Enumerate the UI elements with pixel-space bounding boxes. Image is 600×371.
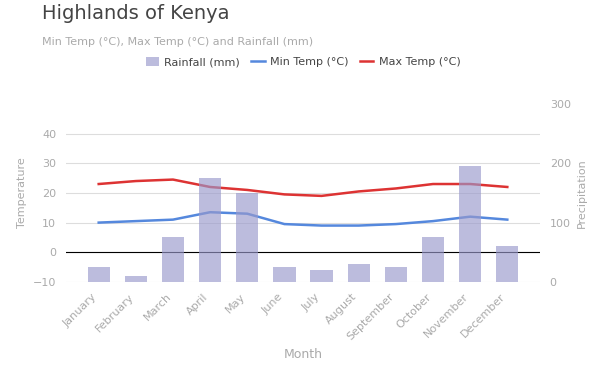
Y-axis label: Temperature: Temperature xyxy=(17,158,28,228)
Max Temp (°C) xyxy=(355,189,362,194)
Max Temp (°C) xyxy=(504,185,511,189)
Max Temp (°C) xyxy=(467,182,474,186)
Text: Highlands of Kenya: Highlands of Kenya xyxy=(42,4,229,23)
Y-axis label: Precipitation: Precipitation xyxy=(577,158,586,228)
Line: Max Temp (°C): Max Temp (°C) xyxy=(98,180,508,196)
Max Temp (°C) xyxy=(169,177,176,182)
Max Temp (°C) xyxy=(281,192,288,197)
Min Temp (°C) xyxy=(132,219,139,223)
Bar xyxy=(273,267,296,282)
Legend: Rainfall (mm), Min Temp (°C), Max Temp (°C): Rainfall (mm), Min Temp (°C), Max Temp (… xyxy=(141,52,465,72)
Bar xyxy=(422,237,444,282)
Min Temp (°C) xyxy=(95,220,102,225)
Min Temp (°C) xyxy=(504,217,511,222)
Min Temp (°C) xyxy=(430,219,437,223)
Min Temp (°C) xyxy=(206,210,214,214)
Bar xyxy=(236,193,259,282)
Bar xyxy=(459,166,481,282)
Bar xyxy=(496,246,518,282)
Min Temp (°C) xyxy=(392,222,400,226)
Bar xyxy=(162,237,184,282)
Bar xyxy=(310,270,333,282)
Max Temp (°C) xyxy=(132,179,139,183)
Bar xyxy=(347,264,370,282)
Max Temp (°C) xyxy=(206,185,214,189)
Min Temp (°C) xyxy=(169,217,176,222)
Bar xyxy=(125,276,147,282)
Bar xyxy=(88,267,110,282)
X-axis label: Month: Month xyxy=(284,348,323,361)
Max Temp (°C) xyxy=(318,194,325,198)
Min Temp (°C) xyxy=(244,211,251,216)
Max Temp (°C) xyxy=(430,182,437,186)
Max Temp (°C) xyxy=(244,188,251,192)
Max Temp (°C) xyxy=(95,182,102,186)
Min Temp (°C) xyxy=(318,223,325,228)
Bar xyxy=(385,267,407,282)
Max Temp (°C) xyxy=(392,186,400,191)
Min Temp (°C) xyxy=(355,223,362,228)
Text: Min Temp (°C), Max Temp (°C) and Rainfall (mm): Min Temp (°C), Max Temp (°C) and Rainfal… xyxy=(42,37,313,47)
Min Temp (°C) xyxy=(281,222,288,226)
Min Temp (°C) xyxy=(467,214,474,219)
Bar xyxy=(199,178,221,282)
Line: Min Temp (°C): Min Temp (°C) xyxy=(98,212,508,226)
